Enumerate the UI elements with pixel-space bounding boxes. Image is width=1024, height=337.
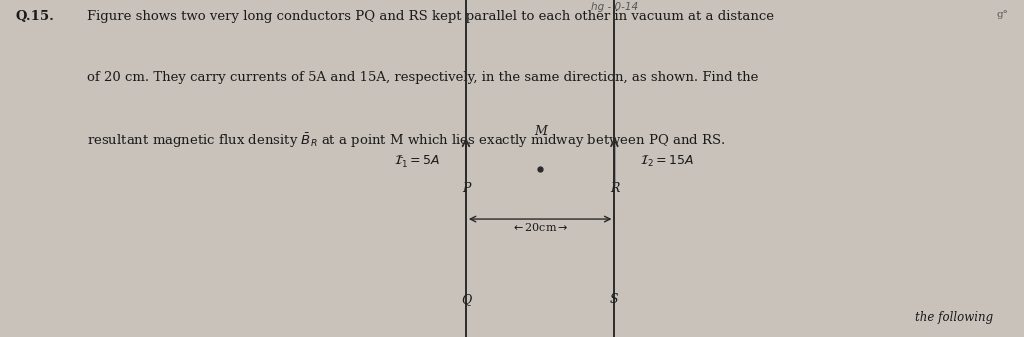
Text: Q.15.: Q.15. <box>15 10 54 23</box>
Text: resultant magnetic flux density $\bar{B}_R$ at a point M which lies exactly midw: resultant magnetic flux density $\bar{B}… <box>87 131 725 150</box>
Text: Q: Q <box>461 293 471 306</box>
Text: Figure shows two very long conductors PQ and RS kept parallel to each other in v: Figure shows two very long conductors PQ… <box>87 10 774 23</box>
Text: g°: g° <box>996 10 1009 19</box>
Text: P: P <box>462 182 470 195</box>
Text: $\mathcal{I}_2=15A$: $\mathcal{I}_2=15A$ <box>640 154 694 169</box>
Text: hg - 0-14: hg - 0-14 <box>591 2 638 12</box>
Text: $\mathcal{I}_1^{\bar{}}=5A$: $\mathcal{I}_1^{\bar{}}=5A$ <box>394 154 440 170</box>
Text: of 20 cm. They carry currents of 5A and 15A, respectively, in the same direction: of 20 cm. They carry currents of 5A and … <box>87 71 759 84</box>
Text: M: M <box>534 125 547 138</box>
Text: S: S <box>610 293 618 306</box>
Text: R: R <box>609 182 620 195</box>
Text: the following: the following <box>915 310 993 324</box>
Text: $\leftarrow$20cm$\rightarrow$: $\leftarrow$20cm$\rightarrow$ <box>511 221 569 233</box>
